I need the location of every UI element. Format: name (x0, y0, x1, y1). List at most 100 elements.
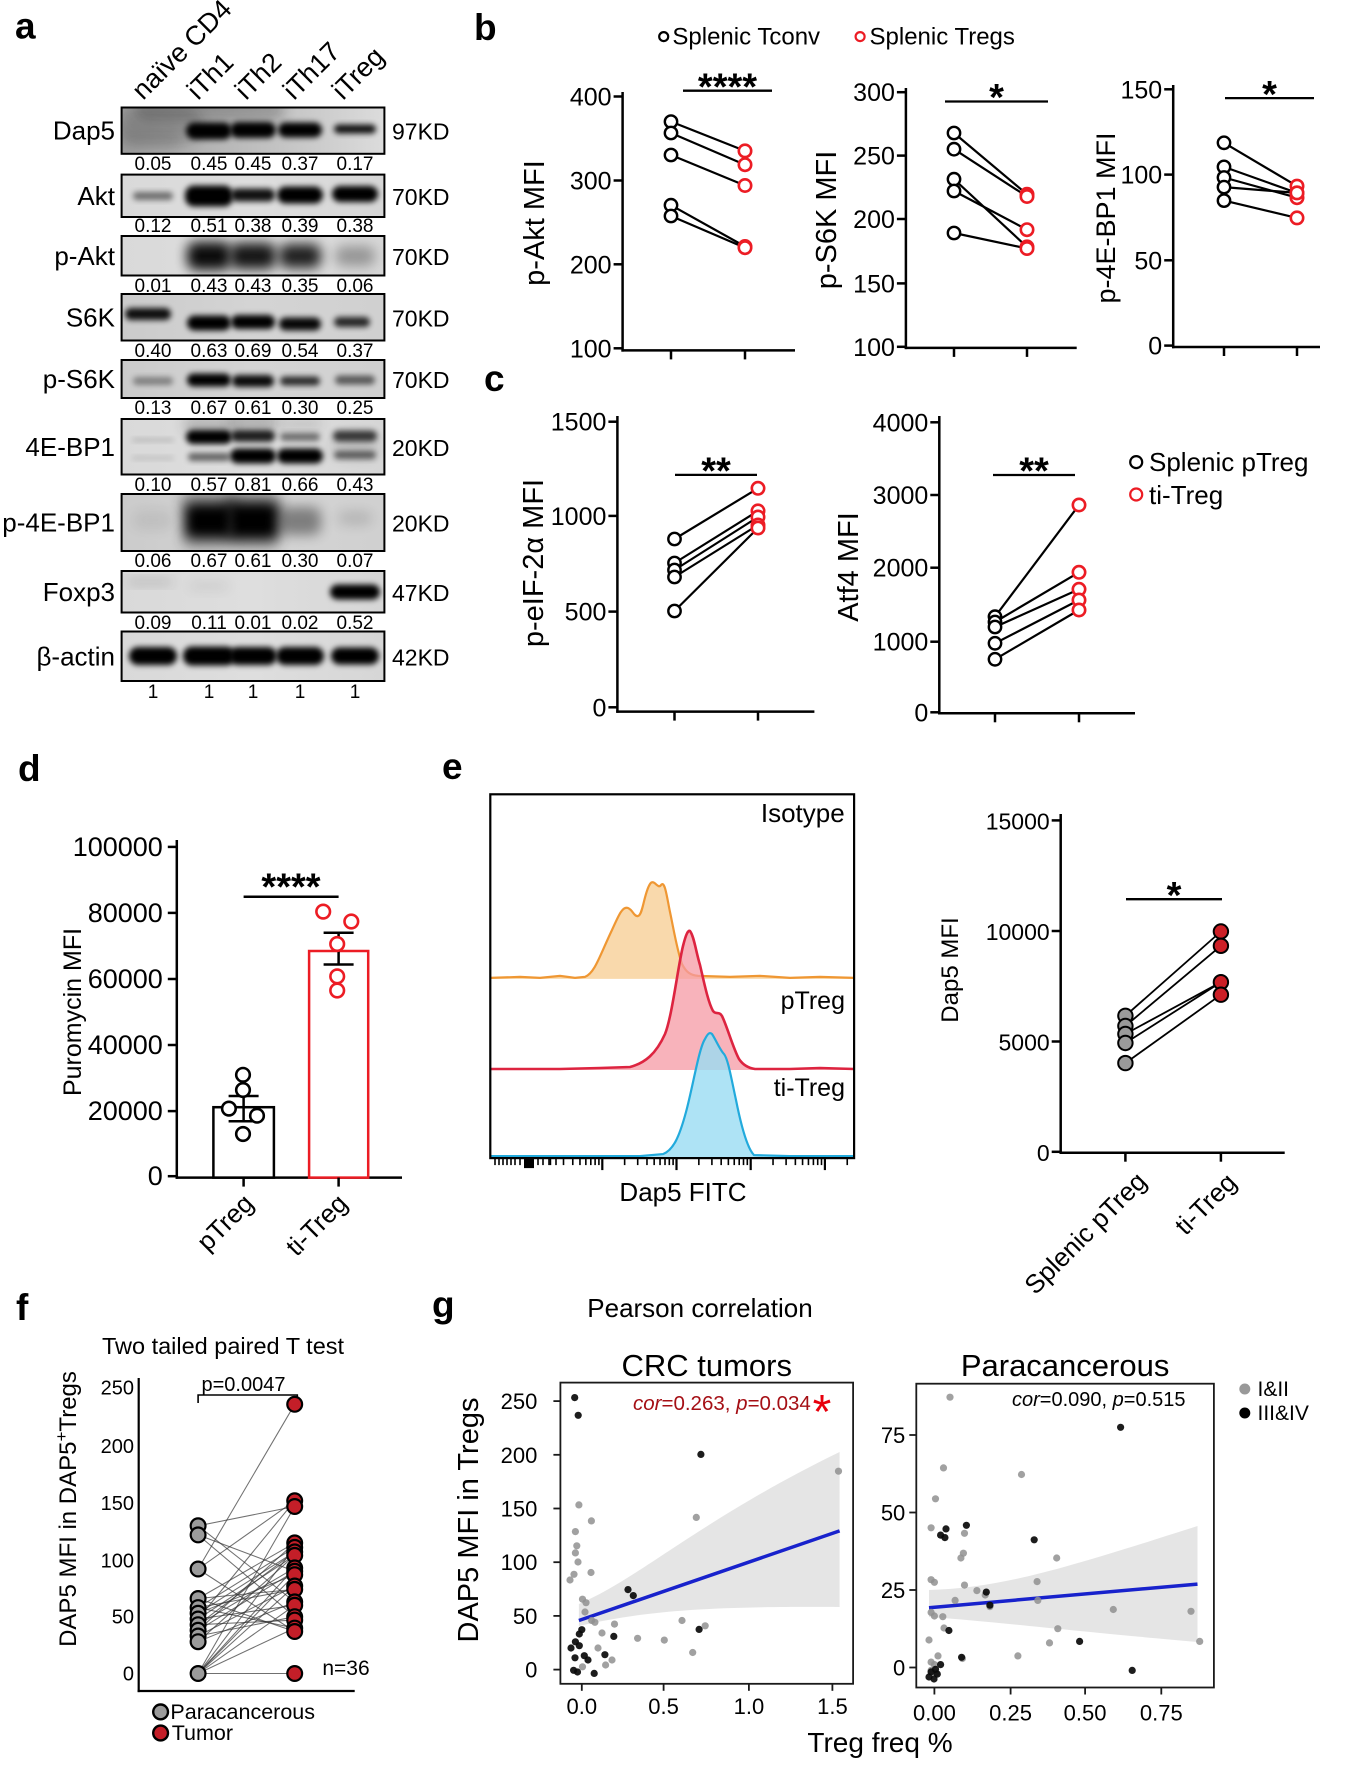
svg-text:Two tailed paired T test: Two tailed paired T test (102, 1333, 345, 1359)
svg-text:100: 100 (1120, 162, 1162, 190)
svg-text:0.07: 0.07 (337, 551, 374, 572)
svg-text:50: 50 (881, 1501, 905, 1526)
svg-text:0.05: 0.05 (135, 154, 172, 175)
svg-text:g: g (432, 1284, 455, 1325)
svg-text:0.40: 0.40 (135, 341, 172, 362)
svg-text:****: **** (698, 66, 757, 108)
svg-text:3000: 3000 (873, 482, 929, 510)
svg-text:*: * (1262, 74, 1277, 116)
svg-text:0.43: 0.43 (191, 276, 228, 297)
svg-text:0.37: 0.37 (282, 154, 319, 175)
svg-text:20KD: 20KD (392, 435, 450, 461)
svg-text:*: * (989, 77, 1004, 119)
svg-text:97KD: 97KD (392, 119, 450, 145)
svg-text:cor=0.263, p=0.034: cor=0.263, p=0.034 (633, 1392, 811, 1415)
svg-text:Akt: Akt (77, 181, 115, 211)
svg-text:Treg freq %: Treg freq % (807, 1727, 952, 1758)
svg-text:70KD: 70KD (392, 305, 450, 331)
svg-text:1: 1 (350, 682, 361, 703)
svg-text:0.38: 0.38 (337, 216, 374, 237)
svg-text:e: e (442, 746, 463, 787)
svg-text:15000: 15000 (986, 808, 1050, 834)
svg-text:Puromycin MFI: Puromycin MFI (59, 928, 87, 1096)
svg-text:60000: 60000 (88, 964, 163, 994)
svg-text:p-4E-BP1 MFI: p-4E-BP1 MFI (1091, 132, 1121, 303)
svg-text:Paracancerous: Paracancerous (170, 1700, 315, 1724)
svg-text:100000: 100000 (73, 832, 163, 862)
svg-text:0.45: 0.45 (235, 154, 272, 175)
svg-text:200: 200 (501, 1443, 538, 1468)
svg-text:ti-Treg: ti-Treg (1149, 480, 1223, 510)
svg-text:0.06: 0.06 (135, 551, 172, 572)
svg-text:50: 50 (513, 1604, 537, 1629)
svg-text:0.30: 0.30 (282, 398, 319, 419)
svg-text:100: 100 (853, 334, 895, 362)
svg-text:0: 0 (148, 1161, 163, 1191)
svg-text:4000: 4000 (873, 409, 929, 437)
svg-text:0.01: 0.01 (135, 276, 172, 297)
svg-text:1.0: 1.0 (734, 1694, 765, 1719)
svg-text:p-S6K MFI: p-S6K MFI (811, 151, 843, 290)
svg-text:S6K: S6K (66, 302, 116, 332)
svg-text:0.11: 0.11 (191, 613, 227, 634)
svg-text:0.35: 0.35 (282, 276, 319, 297)
svg-text:0: 0 (1037, 1140, 1050, 1166)
svg-text:0: 0 (893, 1656, 905, 1681)
svg-text:I&II: I&II (1258, 1378, 1290, 1401)
svg-text:400: 400 (570, 84, 612, 112)
svg-text:Foxp3: Foxp3 (43, 577, 115, 607)
svg-text:pTreg: pTreg (781, 987, 845, 1015)
svg-text:200: 200 (853, 206, 895, 234)
svg-text:0: 0 (914, 699, 928, 727)
svg-text:0.01: 0.01 (235, 613, 272, 634)
svg-text:0.17: 0.17 (337, 154, 374, 175)
svg-text:Tumor: Tumor (172, 1721, 233, 1745)
svg-text:p-S6K: p-S6K (43, 364, 116, 394)
svg-text:40000: 40000 (88, 1030, 163, 1060)
svg-text:50: 50 (112, 1607, 134, 1629)
svg-text:p-Akt MFI: p-Akt MFI (519, 160, 551, 286)
svg-text:DAP5 MFI in DAP5+Tregs: DAP5 MFI in DAP5+Tregs (52, 1371, 82, 1647)
svg-text:0.25: 0.25 (337, 398, 374, 419)
svg-text:Splenic pTreg: Splenic pTreg (1149, 447, 1308, 477)
svg-text:0.38: 0.38 (235, 216, 272, 237)
svg-text:50: 50 (1134, 247, 1162, 275)
svg-text:4E-BP1: 4E-BP1 (25, 432, 115, 462)
svg-text:0.61: 0.61 (235, 551, 272, 572)
svg-text:1: 1 (204, 682, 215, 703)
svg-text:Atf4 MFI: Atf4 MFI (833, 512, 865, 622)
svg-text:200: 200 (570, 251, 612, 279)
svg-text:5000: 5000 (999, 1030, 1050, 1056)
svg-text:0.30: 0.30 (282, 551, 319, 572)
svg-text:0: 0 (592, 694, 606, 722)
svg-text:d: d (18, 748, 41, 789)
svg-text:0: 0 (1148, 333, 1162, 361)
svg-text:p-eIF-2α MFI: p-eIF-2α MFI (518, 479, 550, 647)
svg-text:0.12: 0.12 (135, 216, 172, 237)
svg-text:0.75: 0.75 (1140, 1701, 1183, 1726)
svg-text:0.06: 0.06 (337, 276, 374, 297)
svg-text:a: a (15, 6, 36, 47)
svg-text:n=36: n=36 (322, 1657, 369, 1680)
svg-text:0.10: 0.10 (135, 475, 172, 496)
svg-text:**: ** (701, 451, 731, 493)
svg-text:0.69: 0.69 (235, 341, 272, 362)
svg-text:20KD: 20KD (392, 511, 450, 537)
svg-text:1000: 1000 (551, 503, 607, 531)
svg-text:150: 150 (853, 270, 895, 298)
svg-text:p-4E-BP1: p-4E-BP1 (2, 508, 115, 538)
svg-text:10000: 10000 (986, 919, 1050, 945)
svg-text:1: 1 (248, 682, 259, 703)
svg-text:0.63: 0.63 (191, 341, 228, 362)
svg-text:**: ** (1019, 451, 1049, 493)
svg-text:0.52: 0.52 (337, 613, 374, 634)
svg-text:250: 250 (853, 143, 895, 171)
svg-text:III&IV: III&IV (1258, 1402, 1309, 1425)
svg-text:0.81: 0.81 (235, 475, 272, 496)
svg-text:p=0.0047: p=0.0047 (202, 1374, 286, 1396)
svg-text:300: 300 (570, 168, 612, 196)
svg-text:1: 1 (295, 682, 306, 703)
svg-text:0.13: 0.13 (135, 398, 172, 419)
svg-text:β-actin: β-actin (36, 641, 115, 671)
svg-text:0.43: 0.43 (337, 475, 374, 496)
